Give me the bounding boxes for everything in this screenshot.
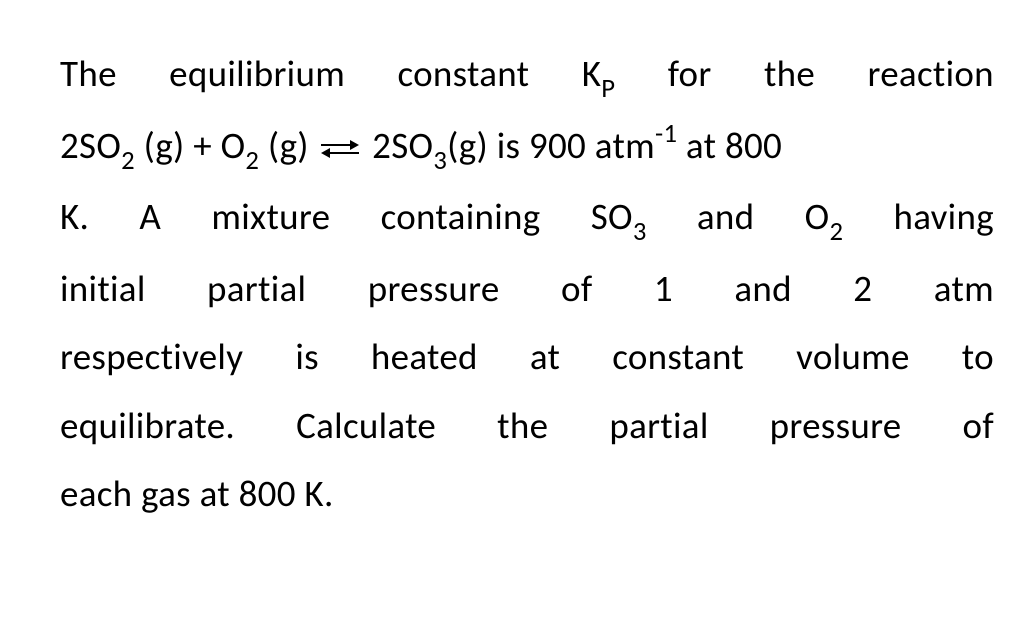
word: volume	[796, 323, 910, 391]
subscript: 3	[433, 145, 447, 177]
word: to	[962, 323, 994, 391]
subscript: 3	[633, 216, 647, 248]
word: pressure	[770, 392, 902, 460]
word: K.	[60, 183, 89, 255]
subscript: 2	[121, 145, 135, 177]
word: of	[963, 392, 994, 460]
text-line-5: respectively is heated at constant volum…	[60, 323, 994, 391]
superscript: -1	[655, 118, 677, 150]
text-line-6: equilibrate. Calculate the partial press…	[60, 392, 994, 460]
word: is	[295, 323, 319, 391]
word: O2	[805, 183, 844, 255]
word: the	[764, 40, 815, 112]
formula-part: (g) + O	[135, 123, 245, 168]
word: mixture	[211, 183, 330, 255]
word: the	[497, 392, 548, 460]
word: A	[139, 183, 161, 255]
word: partial	[609, 392, 708, 460]
word: initial	[60, 255, 146, 323]
word: of	[561, 255, 592, 323]
text-line-2: 2SO2 (g) + O2 (g) 2SO3(g) is 900 atm-1 a…	[60, 112, 994, 184]
word: constant	[397, 40, 529, 112]
formula-part: 2SO	[60, 123, 121, 168]
word: having	[894, 183, 994, 255]
word: reaction	[868, 40, 994, 112]
formula-part: SO	[591, 194, 633, 239]
word: KP	[582, 40, 616, 112]
word: at	[530, 323, 560, 391]
word: constant	[612, 323, 744, 391]
text-line-7: each gas at 800 K.	[60, 460, 994, 528]
subscript: 2	[829, 216, 843, 248]
word: for	[668, 40, 712, 112]
word: pressure	[368, 255, 500, 323]
word: containing	[381, 183, 541, 255]
word: equilibrate.	[60, 392, 235, 460]
subscript-p: P	[601, 73, 615, 105]
text-line-3: K. A mixture containing SO3 and O2 havin…	[60, 183, 994, 255]
word: SO3	[591, 183, 647, 255]
equilibrium-arrow-icon	[321, 138, 359, 160]
subscript: 2	[245, 145, 259, 177]
text-line-4: initial partial pressure of 1 and 2 atm	[60, 255, 994, 323]
formula-part: O	[805, 194, 830, 239]
word: and	[697, 183, 755, 255]
symbol-k: K	[582, 51, 602, 96]
formula-part: 2SO	[363, 123, 433, 168]
word: 1	[654, 255, 673, 323]
word: 2	[853, 255, 872, 323]
chemistry-question-text: The equilibrium constant KP for the reac…	[60, 40, 994, 529]
word: Calculate	[296, 392, 436, 460]
text-line-1: The equilibrium constant KP for the reac…	[60, 40, 994, 112]
word: atm	[934, 255, 994, 323]
word: and	[734, 255, 792, 323]
formula-part: (g)	[259, 123, 317, 168]
word: partial	[207, 255, 306, 323]
word: equilibrium	[169, 40, 345, 112]
formula-part: (g) is 900 atm	[447, 123, 655, 168]
word: heated	[371, 323, 478, 391]
word: respectively	[60, 323, 243, 391]
formula-part: at 800	[677, 123, 782, 168]
word: The	[60, 40, 117, 112]
